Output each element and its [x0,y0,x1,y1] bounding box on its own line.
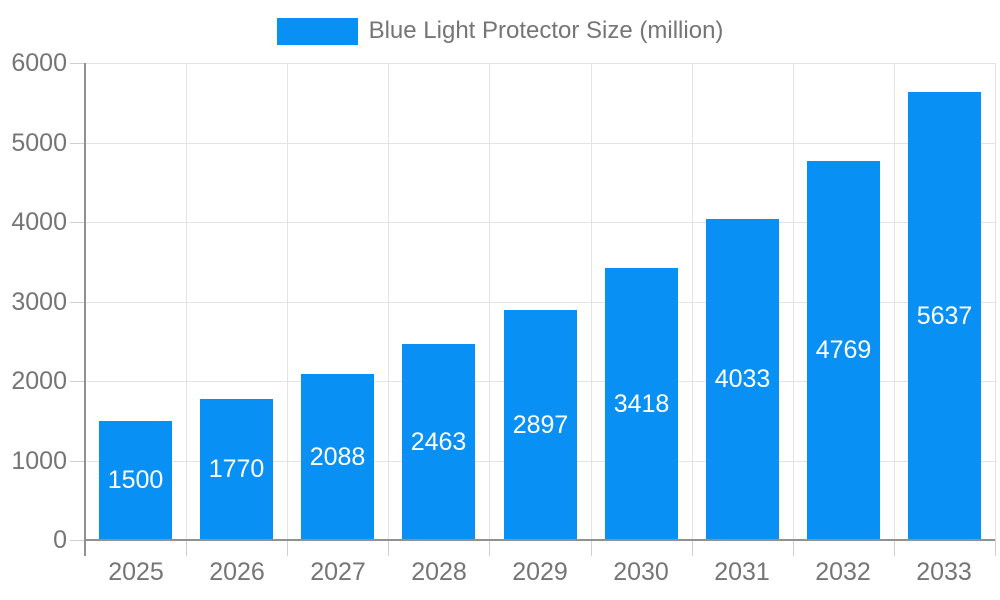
x-tick-mark [591,540,592,556]
bar[interactable]: 3418 [605,268,678,540]
x-gridline [692,63,693,540]
x-gridline [388,63,389,540]
y-axis-line [84,63,86,556]
x-tick-label: 2030 [613,558,669,586]
x-tick-mark [793,540,794,556]
bar[interactable]: 1770 [200,399,273,540]
bar[interactable]: 4033 [706,219,779,540]
bar-value-label: 2463 [410,427,467,456]
x-tick-label: 2033 [916,558,972,586]
x-tick-mark [995,540,996,556]
bar-value-label: 1770 [208,455,265,483]
y-tick-label: 2000 [11,367,67,395]
y-tick-mark [70,540,85,541]
y-tick-mark [70,302,85,303]
x-gridline [186,63,187,540]
x-gridline [489,63,490,540]
y-tick-label: 0 [53,526,67,554]
legend-label: Blue Light Protector Size (million) [368,17,724,44]
bar[interactable]: 2463 [402,344,475,540]
y-tick-mark [70,222,85,223]
x-tick-label: 2028 [411,558,467,586]
bar[interactable]: 2897 [504,310,577,540]
x-gridline [894,63,895,540]
bar-value-label: 4769 [815,336,872,364]
x-tick-mark [287,540,288,556]
x-tick-mark [489,540,490,556]
y-tick-label: 1000 [11,447,67,475]
bar[interactable]: 1500 [99,421,172,540]
x-tick-label: 2032 [815,558,871,586]
x-tick-label: 2027 [310,558,366,586]
y-tick-label: 4000 [11,208,67,236]
x-gridline [591,63,592,540]
y-tick-mark [70,461,85,462]
x-tick-label: 2029 [512,558,568,586]
bar[interactable]: 4769 [807,161,880,540]
y-tick-label: 5000 [11,129,67,157]
bar[interactable]: 5637 [908,92,981,540]
x-tick-label: 2026 [209,558,265,586]
y-tick-label: 3000 [11,288,67,316]
x-tick-mark [894,540,895,556]
bar-value-label: 2897 [512,410,569,439]
x-gridline [995,63,996,540]
y-tick-mark [70,63,85,64]
bar[interactable]: 2088 [301,374,374,540]
legend[interactable]: Blue Light Protector Size (million) [0,17,1000,45]
x-tick-mark [388,540,389,556]
y-tick-mark [70,143,85,144]
x-tick-label: 2031 [714,558,770,586]
y-tick-label: 6000 [11,49,67,77]
bar-value-label: 1500 [107,466,164,494]
bar-value-label: 5637 [916,301,973,330]
x-gridline [793,63,794,540]
y-tick-mark [70,381,85,382]
y-gridline [85,143,995,144]
x-tick-mark [692,540,693,556]
bar-value-label: 4033 [714,365,771,393]
x-tick-mark [186,540,187,556]
x-gridline [287,63,288,540]
bar-value-label: 3418 [613,389,670,418]
legend-swatch-icon [276,17,358,45]
x-tick-label: 2025 [108,558,164,586]
bar-value-label: 2088 [309,442,366,471]
y-gridline [85,63,995,64]
